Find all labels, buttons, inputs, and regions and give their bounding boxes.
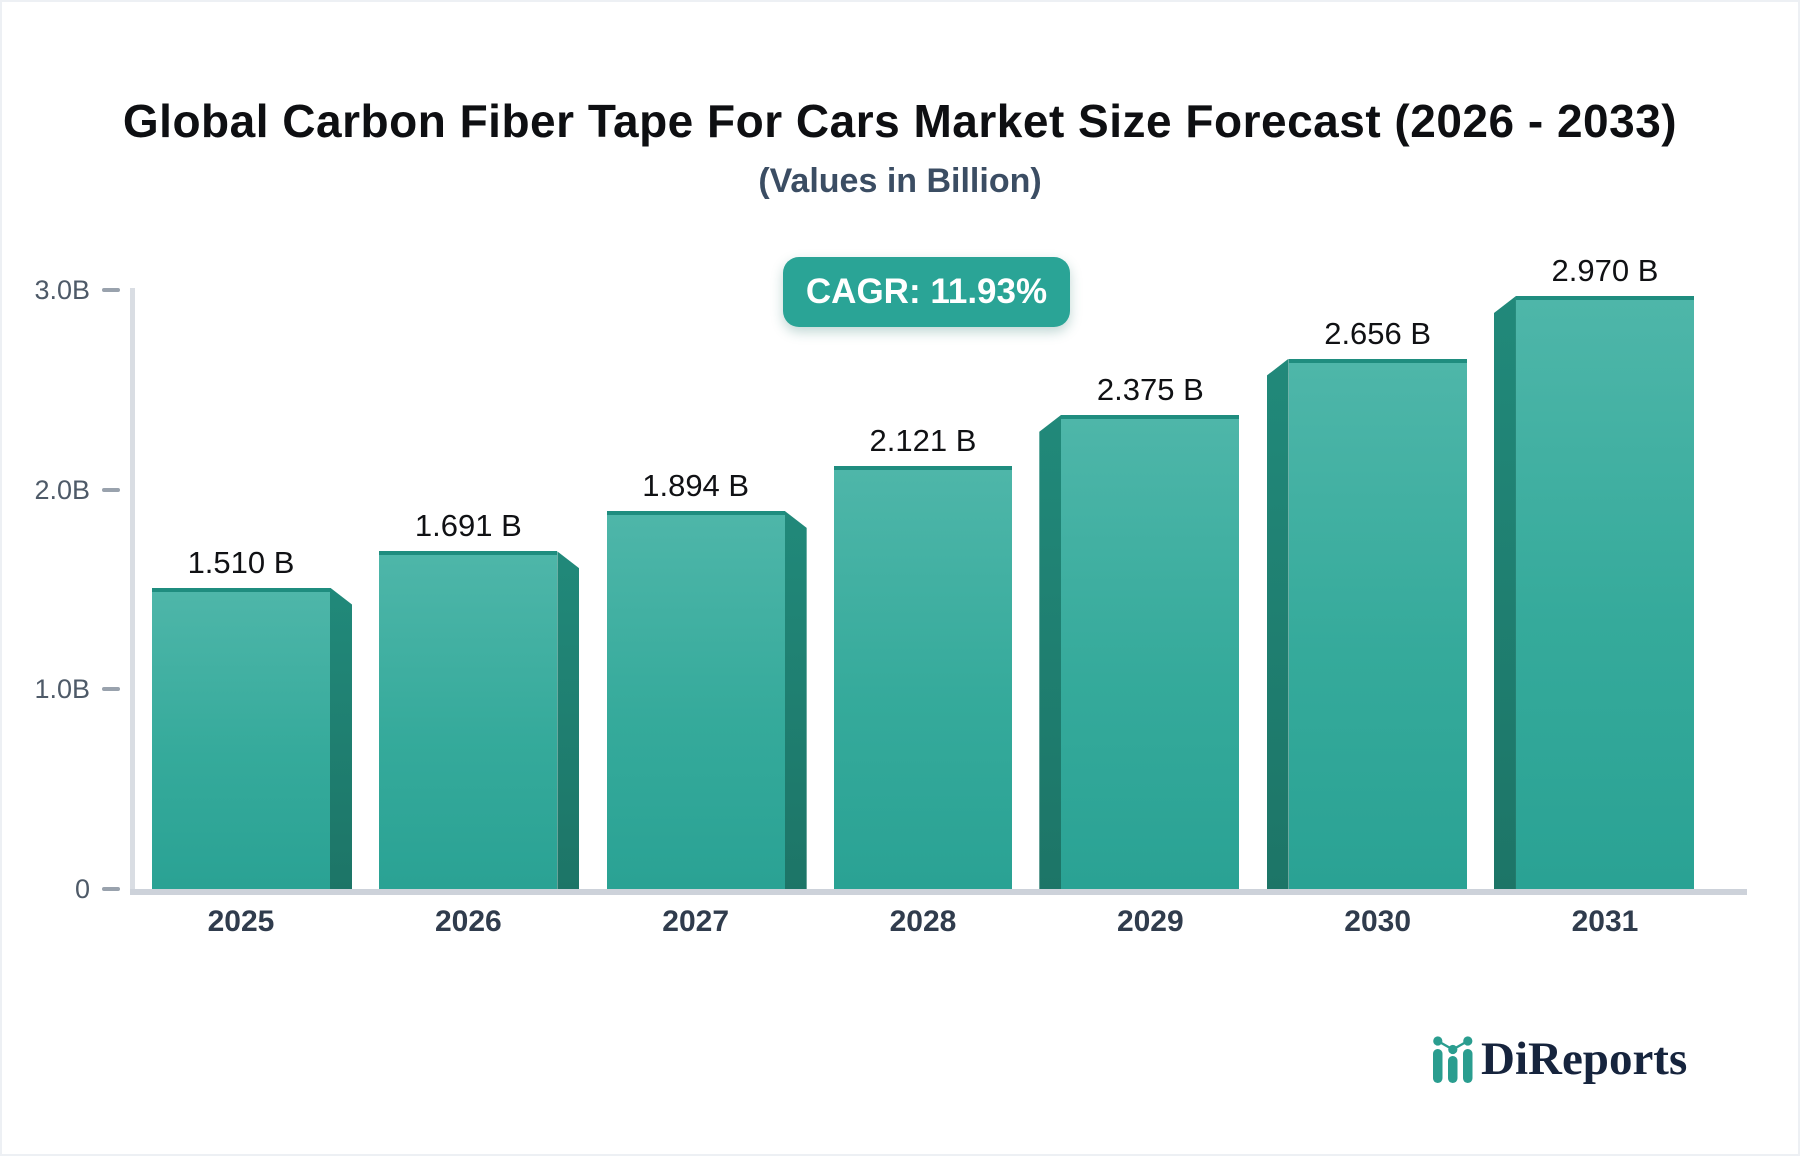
- y-axis-line: [130, 288, 135, 895]
- cagr-badge: CAGR: 11.93%: [783, 257, 1070, 327]
- bar-2029: [1061, 414, 1240, 889]
- chart-title: Global Carbon Fiber Tape For Cars Market…: [122, 95, 1678, 147]
- x-category-label: 2025: [207, 905, 275, 938]
- chart-subtitle: (Values in Billion): [758, 162, 1042, 200]
- y-tick-mark: [102, 288, 120, 292]
- x-category-label: 2030: [1344, 905, 1412, 938]
- y-tick-label: 3.0B: [34, 275, 90, 305]
- bar-value-label: 2.375 B: [1096, 371, 1204, 407]
- bar-2026: [379, 551, 558, 889]
- x-category-label: 2031: [1571, 905, 1639, 938]
- bar-value-label: 1.510 B: [187, 544, 295, 580]
- y-tick-mark: [102, 687, 120, 692]
- logo-text: DiReports: [1481, 1032, 1688, 1085]
- bar-2031: [1515, 295, 1694, 889]
- y-tick-label: 0: [74, 874, 90, 904]
- bar-3d-side: [784, 510, 807, 889]
- x-axis-line: [130, 889, 1747, 895]
- bar-value-label: 1.691 B: [414, 508, 522, 544]
- mini-bar-chart-logo-icon: [1433, 1036, 1473, 1083]
- cagr-badge-label: CAGR: 11.93%: [805, 272, 1048, 311]
- y-tick-label: 1.0B: [34, 674, 90, 705]
- x-category-label: 2026: [434, 905, 502, 938]
- bar-2027: [606, 510, 785, 889]
- bar-3d-side: [1039, 414, 1062, 889]
- bar-3d-side: [330, 587, 352, 889]
- y-tick-label: 2.0B: [34, 474, 90, 505]
- x-category-label: 2028: [889, 905, 957, 938]
- y-tick-mark: [102, 887, 120, 891]
- direports-logo: DiReports: [1430, 1032, 1687, 1086]
- bar-2025: [152, 587, 330, 889]
- y-tick-mark: [102, 487, 120, 492]
- bar-value-label: 1.894 B: [642, 467, 750, 503]
- bar-3d-side: [557, 551, 580, 889]
- bar-2030: [1288, 358, 1467, 889]
- bar-value-label: 2.970 B: [1551, 252, 1659, 288]
- bar-3d-side: [1266, 358, 1289, 889]
- bar-2028: [833, 465, 1012, 889]
- bar-value-label: 2.121 B: [869, 422, 977, 458]
- bar-3d-side: [1493, 295, 1516, 889]
- bar-value-label: 2.656 B: [1324, 315, 1432, 351]
- x-category-label: 2027: [662, 905, 730, 938]
- x-category-label: 2029: [1116, 905, 1184, 938]
